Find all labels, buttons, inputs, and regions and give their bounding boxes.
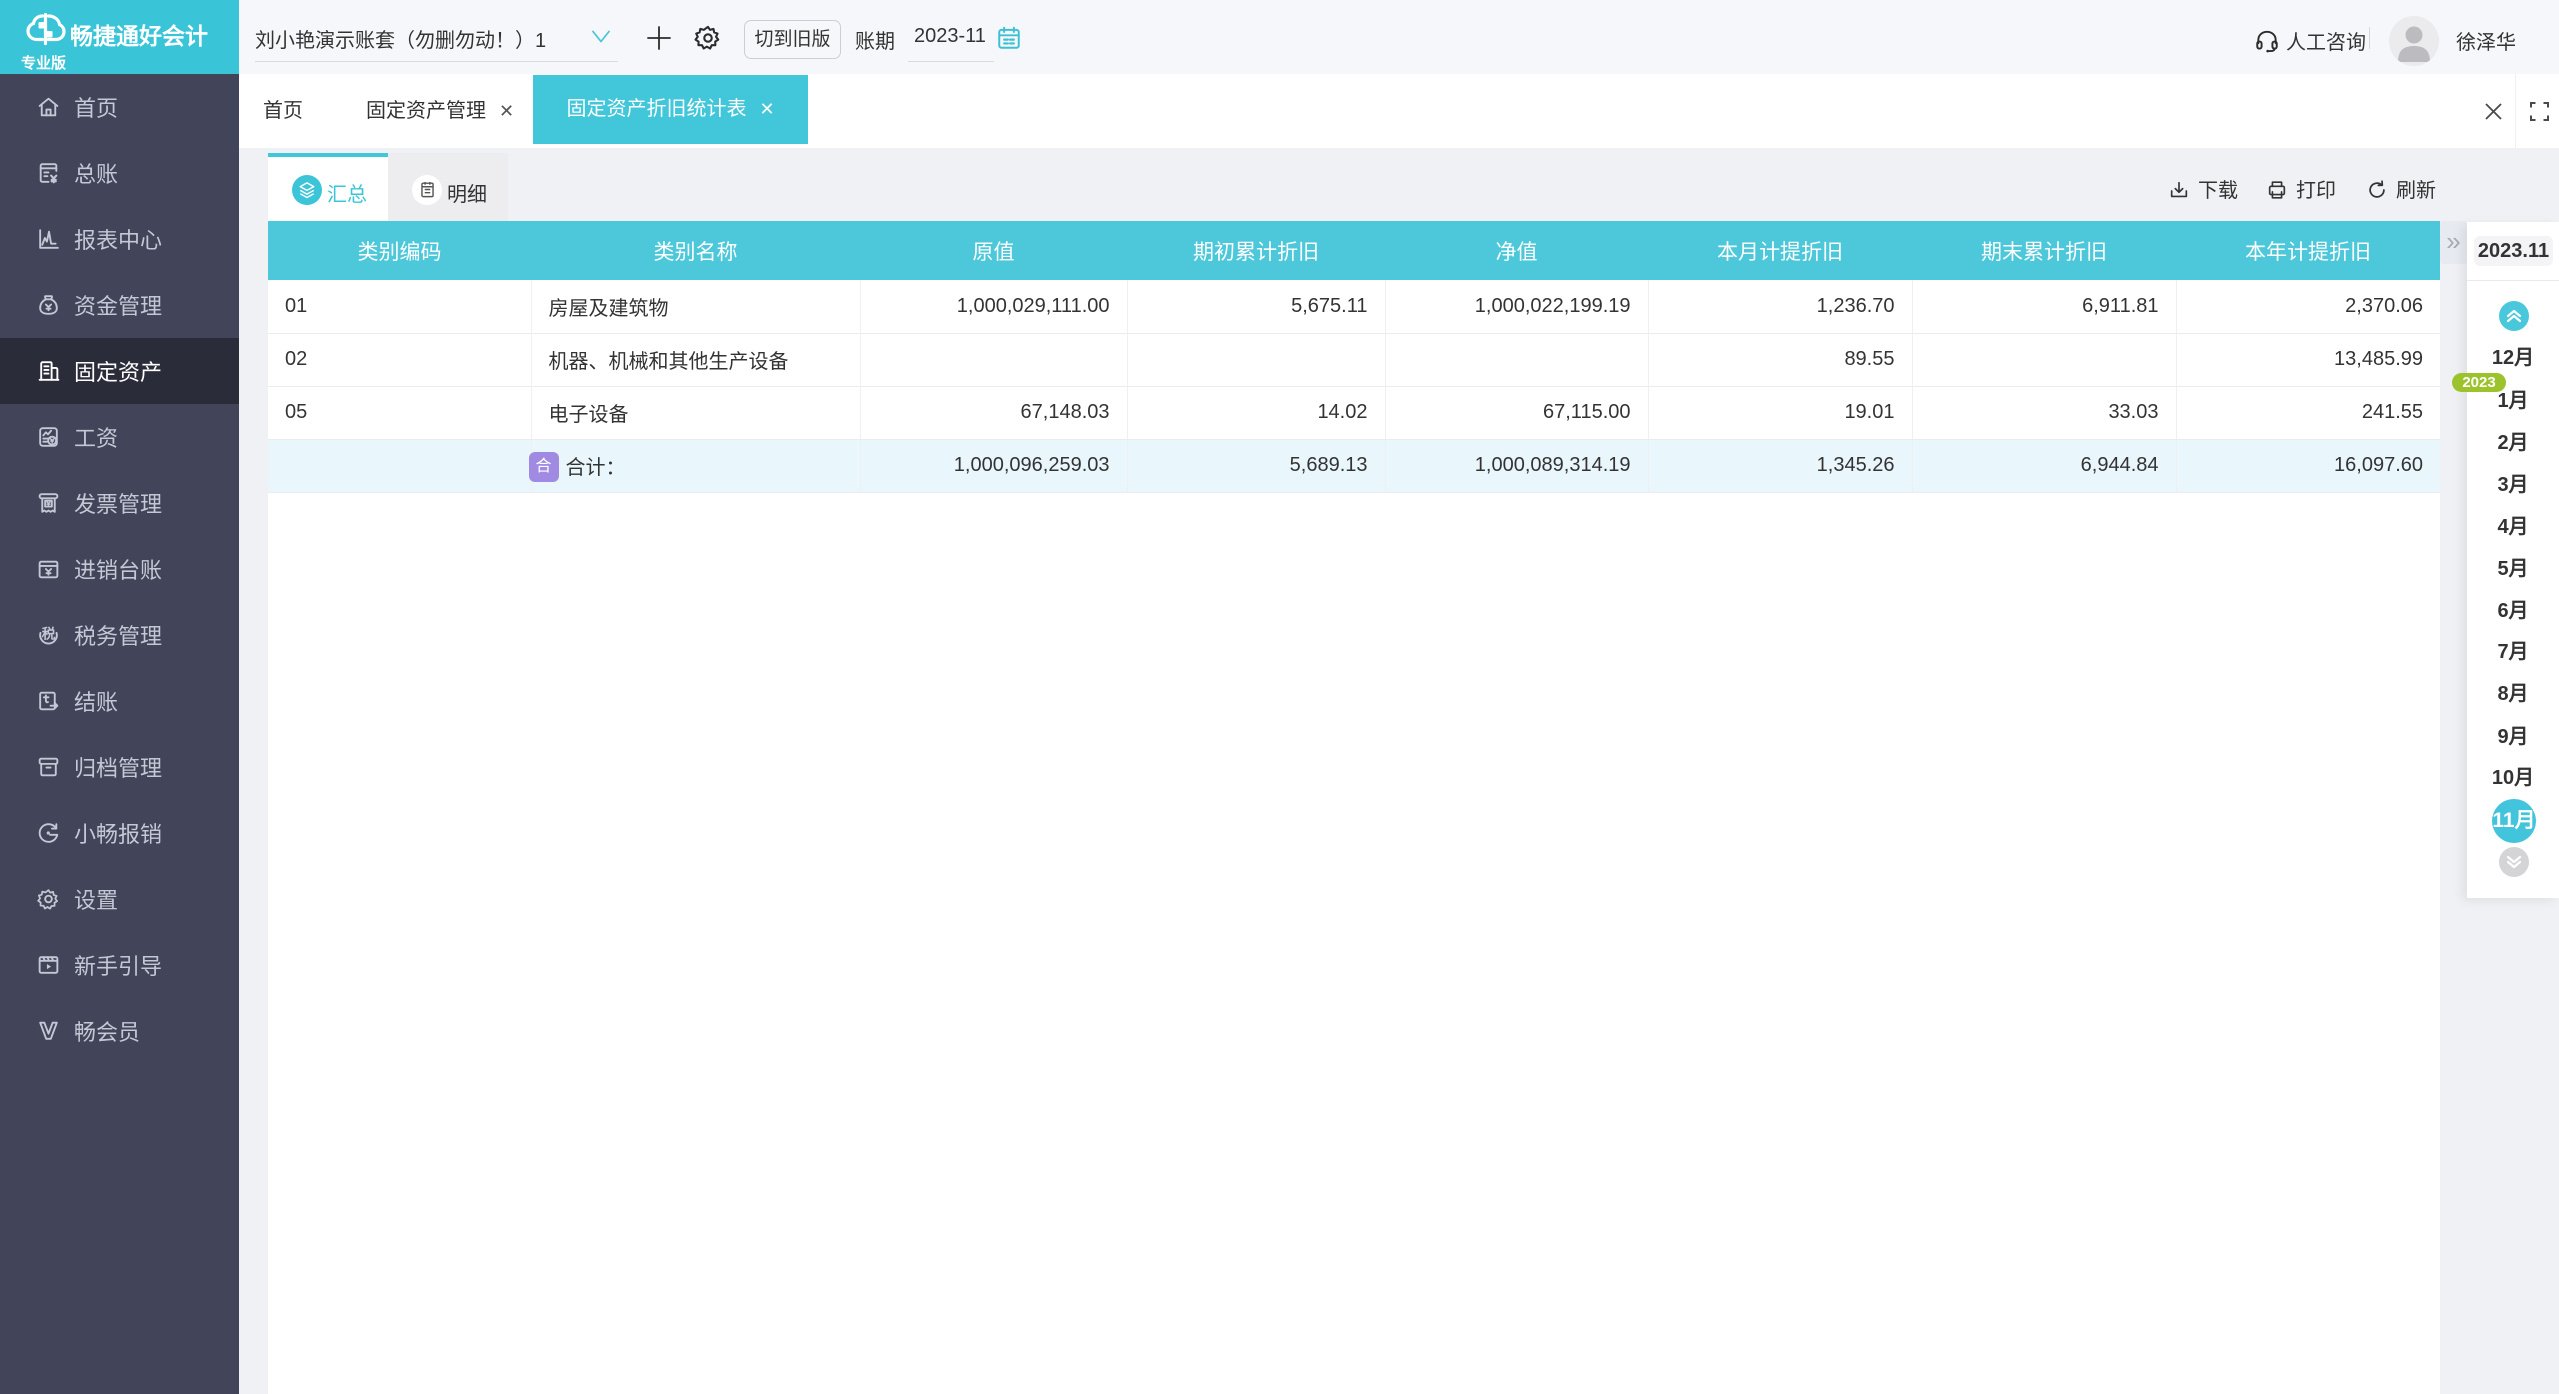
svg-text:税: 税 — [42, 626, 56, 642]
